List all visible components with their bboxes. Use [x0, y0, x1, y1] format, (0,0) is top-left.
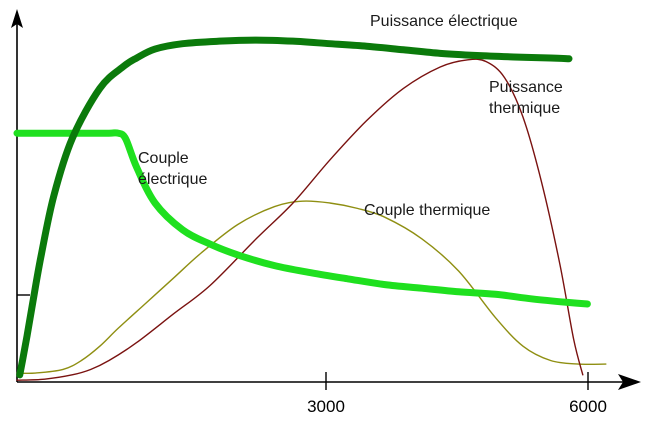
curve-puissance-thermique	[16, 58, 584, 381]
couple-electrique-label: Couple électrique	[138, 150, 207, 188]
series-curves	[13, 36, 607, 381]
puissance-thermique-label: Puissance thermique	[489, 79, 563, 117]
x-axis-arrow-icon	[618, 374, 641, 390]
axes-group	[11, 9, 641, 390]
couple-thermique-label: Couple thermique	[364, 202, 490, 219]
curve-couple-thermique	[16, 200, 607, 375]
x-axis-tick-labels: 3000 6000	[307, 397, 607, 416]
curve-puissance-electrique	[16, 36, 573, 379]
curve-couple-electrique	[13, 129, 591, 308]
series-annotations: Puissance électrique Couple électrique Pu…	[138, 13, 563, 219]
x-tick-label-6000: 6000	[569, 397, 607, 416]
y-axis-arrow-icon	[11, 9, 23, 28]
puissance-electrique-label: Puissance électrique	[370, 13, 518, 30]
x-tick-label-3000: 3000	[307, 397, 345, 416]
